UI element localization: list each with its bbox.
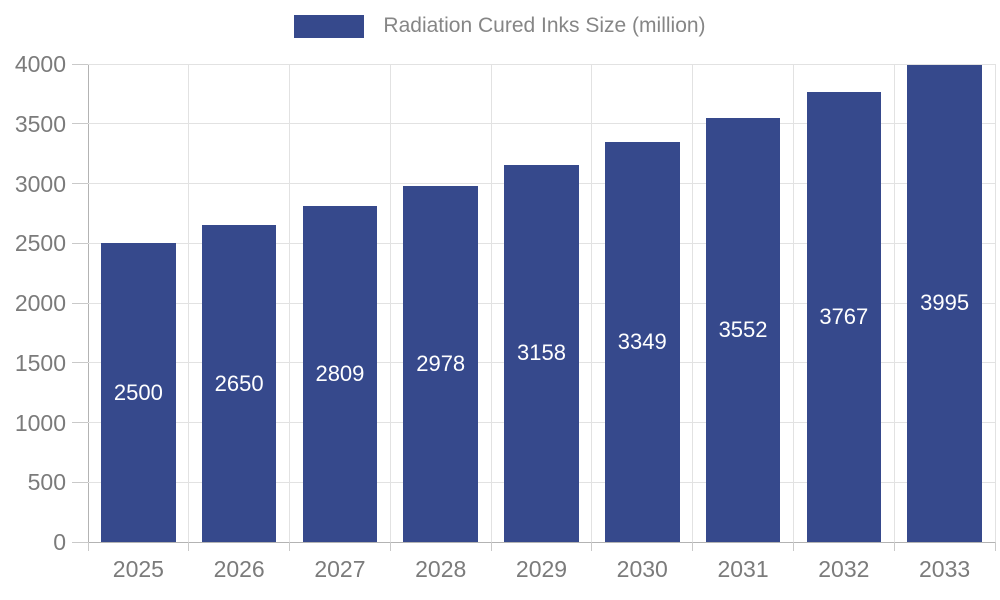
x-tick-label: 2025 bbox=[112, 556, 164, 582]
x-tick-label: 2032 bbox=[818, 556, 870, 582]
v-gridline bbox=[994, 64, 996, 542]
h-gridline bbox=[88, 63, 995, 65]
bar: 2650 bbox=[201, 225, 277, 542]
bar: 3552 bbox=[705, 117, 781, 542]
x-axis-line bbox=[88, 542, 996, 543]
y-tick-label: 1500 bbox=[14, 349, 66, 376]
y-tick-label: 3000 bbox=[14, 170, 66, 197]
x-tick-label: 2033 bbox=[919, 556, 971, 582]
bar: 2809 bbox=[302, 206, 378, 542]
bar-value-label: 3995 bbox=[920, 290, 970, 316]
bar: 2978 bbox=[403, 186, 478, 542]
y-tick-label: 2500 bbox=[14, 230, 66, 257]
bar-value-label: 3349 bbox=[617, 328, 667, 354]
x-axis-tick bbox=[87, 542, 89, 551]
x-tick-label: 2028 bbox=[415, 556, 467, 582]
bar-value-label: 3158 bbox=[517, 340, 566, 366]
v-gridline bbox=[490, 64, 492, 542]
v-gridline bbox=[591, 64, 593, 542]
bar: 3767 bbox=[806, 91, 882, 542]
x-axis-tick bbox=[289, 542, 291, 551]
x-axis-tick bbox=[188, 542, 190, 551]
x-axis-tick bbox=[692, 542, 694, 551]
y-axis-tick bbox=[72, 362, 88, 364]
x-axis-tick bbox=[490, 542, 492, 551]
bar: 3995 bbox=[907, 64, 982, 542]
v-gridline bbox=[188, 64, 190, 542]
v-gridline bbox=[792, 64, 794, 542]
bar-value-label: 2650 bbox=[214, 370, 264, 396]
y-axis-tick bbox=[72, 541, 88, 543]
legend-label: Radiation Cured Inks Size (million) bbox=[383, 14, 706, 37]
y-tick-label: 2000 bbox=[14, 290, 66, 316]
x-tick-label: 2027 bbox=[314, 556, 366, 582]
bar-value-label: 2978 bbox=[416, 351, 466, 377]
x-axis-tick bbox=[893, 542, 895, 551]
x-axis-tick bbox=[994, 542, 996, 551]
v-gridline bbox=[893, 64, 895, 542]
bar-value-label: 3767 bbox=[819, 303, 869, 329]
y-axis-tick bbox=[72, 481, 88, 483]
y-axis-tick bbox=[72, 302, 88, 304]
y-axis-line bbox=[88, 64, 89, 551]
h-gridline bbox=[88, 123, 995, 125]
y-tick-label: 0 bbox=[53, 529, 66, 555]
x-tick-label: 2029 bbox=[515, 556, 568, 582]
bar: 3158 bbox=[504, 164, 579, 542]
bar-value-label: 2809 bbox=[315, 361, 365, 387]
legend-item[interactable]: Radiation Cured Inks Size (million) bbox=[294, 14, 706, 38]
y-tick-label: 4000 bbox=[14, 51, 66, 77]
y-axis-tick bbox=[72, 123, 88, 125]
bar-value-label: 3552 bbox=[718, 316, 768, 342]
y-axis-tick bbox=[72, 183, 88, 184]
y-axis-tick bbox=[72, 242, 88, 244]
plot-area: 2500 2650 2809 2978 3158 3349 3552 3767 3995 bbox=[88, 63, 996, 542]
y-tick-label: 500 bbox=[27, 469, 66, 496]
legend-row: Radiation Cured Inks Size (million) bbox=[0, 14, 1000, 38]
x-tick-label: 2031 bbox=[717, 556, 769, 582]
y-tick-label: 1000 bbox=[14, 409, 66, 436]
bar-value-label: 2500 bbox=[113, 379, 163, 405]
x-axis-tick bbox=[792, 542, 794, 551]
v-gridline bbox=[389, 64, 391, 542]
bar: 3349 bbox=[604, 141, 680, 542]
y-axis-tick bbox=[72, 422, 88, 423]
bar: 2500 bbox=[101, 243, 176, 542]
x-tick-label: 2030 bbox=[616, 556, 668, 582]
x-axis-tick bbox=[591, 542, 593, 551]
x-tick-label: 2026 bbox=[213, 556, 265, 582]
v-gridline bbox=[289, 64, 291, 542]
legend-swatch bbox=[294, 14, 365, 38]
v-gridline bbox=[692, 64, 694, 542]
y-axis-tick bbox=[72, 63, 88, 65]
y-tick-label: 3500 bbox=[14, 110, 66, 137]
x-axis-tick bbox=[389, 542, 391, 551]
